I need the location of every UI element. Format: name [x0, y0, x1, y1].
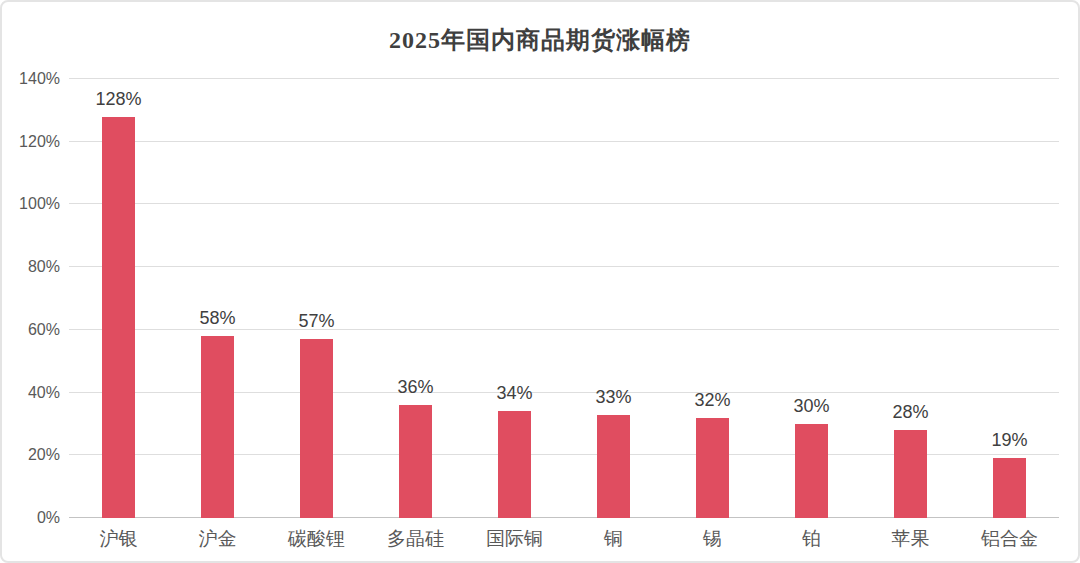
y-tick-label: 40%	[28, 384, 60, 402]
x-tick-label: 多晶硅	[366, 526, 465, 552]
bar[interactable]	[894, 430, 927, 518]
bar[interactable]	[102, 117, 135, 518]
bar-value-label: 32%	[694, 390, 730, 411]
bar-slot: 30%	[762, 79, 861, 518]
y-tick-label: 80%	[28, 258, 60, 276]
plot-area: 0%20%40%60%80%100%120%140%128%58%57%36%3…	[69, 79, 1059, 518]
y-tick-label: 120%	[19, 133, 60, 151]
y-tick-label: 20%	[28, 446, 60, 464]
bar[interactable]	[300, 339, 333, 518]
bars-row: 128% 58% 57% 36% 34% 33% 32% 30% 28% 19%	[69, 79, 1059, 518]
x-tick-label: 国际铜	[465, 526, 564, 552]
bar-value-label: 128%	[95, 89, 141, 110]
y-tick-label: 140%	[19, 70, 60, 88]
bar[interactable]	[201, 336, 234, 518]
bar-value-label: 34%	[496, 383, 532, 404]
bar-value-label: 58%	[199, 308, 235, 329]
x-tick-label: 沪金	[168, 526, 267, 552]
bar-value-label: 30%	[793, 396, 829, 417]
bar-slot: 58%	[168, 79, 267, 518]
bar-slot: 32%	[663, 79, 762, 518]
x-tick-label: 沪银	[69, 526, 168, 552]
bar[interactable]	[795, 424, 828, 518]
bar-slot: 28%	[861, 79, 960, 518]
chart-title: 2025年国内商品期货涨幅榜	[2, 24, 1078, 56]
y-tick-label: 100%	[19, 195, 60, 213]
bar[interactable]	[399, 405, 432, 518]
chart-card: 2025年国内商品期货涨幅榜 0% 20% 40% 60% 80% 100% 120% 140…	[0, 0, 1080, 563]
bar[interactable]	[696, 418, 729, 518]
x-tick-label: 铜	[564, 526, 663, 552]
bar-slot: 36%	[366, 79, 465, 518]
x-tick-label: 苹果	[861, 526, 960, 552]
y-tick-label: 0%	[37, 509, 60, 527]
x-tick-label: 铂	[762, 526, 861, 552]
bar-value-label: 57%	[298, 311, 334, 332]
bar[interactable]	[993, 458, 1026, 518]
bar-slot: 128%	[69, 79, 168, 518]
x-axis-labels: 沪银沪金碳酸锂多晶硅国际铜铜锡铂苹果铝合金	[69, 526, 1059, 552]
bar-slot: 19%	[960, 79, 1059, 518]
bar-value-label: 36%	[397, 377, 433, 398]
bar[interactable]	[498, 411, 531, 518]
bar[interactable]	[597, 415, 630, 518]
x-tick-label: 碳酸锂	[267, 526, 366, 552]
bar-slot: 34%	[465, 79, 564, 518]
bar-value-label: 33%	[595, 387, 631, 408]
bar-value-label: 19%	[991, 430, 1027, 451]
x-tick-label: 锡	[663, 526, 762, 552]
y-tick-label: 60%	[28, 321, 60, 339]
x-tick-label: 铝合金	[960, 526, 1059, 552]
bar-value-label: 28%	[892, 402, 928, 423]
bar-slot: 33%	[564, 79, 663, 518]
bar-slot: 57%	[267, 79, 366, 518]
